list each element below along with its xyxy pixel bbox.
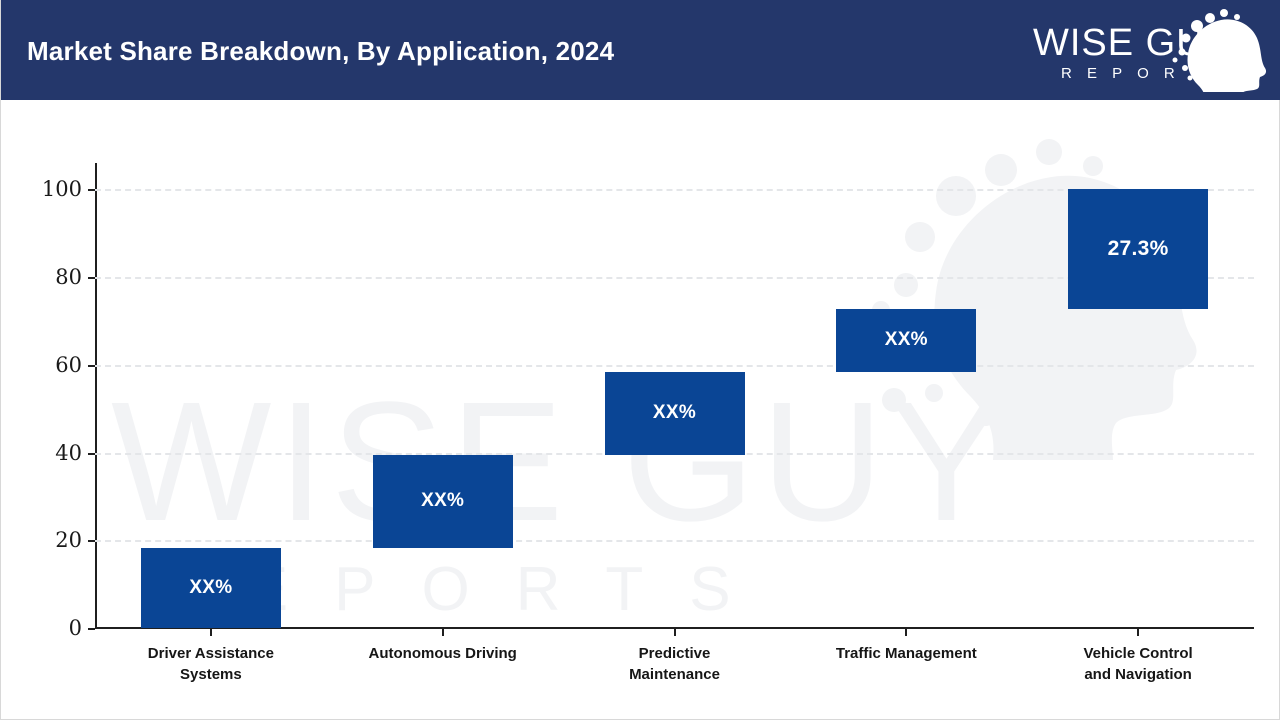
x-tick-mark (441, 628, 444, 636)
bar-value-label: XX% (652, 402, 697, 424)
x-tick-mark (673, 628, 676, 636)
gridline (95, 277, 1254, 280)
bar-value-label: XX% (189, 577, 233, 599)
bar-value-label: 27.3% (1107, 237, 1169, 261)
x-tick-mark (209, 628, 212, 636)
page-header: Market Share Breakdown, By Application, … (1, 0, 1280, 100)
y-tick-label: 40 (55, 440, 82, 465)
y-tick-mark (88, 364, 95, 367)
bar-1[interactable]: XX% (140, 548, 281, 628)
x-tick-mark (1137, 628, 1140, 636)
x-axis-label-1: Driver Assistance Systems (147, 645, 274, 683)
bar-value-label: XX% (884, 329, 928, 351)
y-tick-mark (88, 628, 95, 630)
bar-3[interactable]: XX% (604, 371, 745, 455)
y-axis-line (95, 163, 97, 629)
bar-2[interactable]: XX% (372, 454, 513, 549)
gridline (95, 540, 1254, 543)
x-axis-label-3: Predictive Maintenance (629, 645, 720, 683)
bar-value-label: XX% (421, 490, 465, 512)
bar-5[interactable]: 27.3% (1068, 189, 1209, 310)
y-tick-mark (88, 189, 95, 192)
plot-area: 0 20 40 60 80 100 XX% XX% XX% XX% 27.3% Driver As… (42, 163, 1254, 683)
y-tick-label: 0 (68, 616, 82, 640)
wise-guy-reports-logo: WISE GUY R E P O R T S (1033, 9, 1267, 92)
y-tick-label: 100 (41, 177, 82, 202)
y-tick-mark (88, 452, 95, 455)
logo-head-icon (1172, 9, 1267, 92)
y-tick-label: 80 (55, 265, 82, 290)
page-title: Market Share Breakdown, By Application, … (27, 36, 615, 66)
bar-4[interactable]: XX% (836, 309, 977, 372)
x-tick-mark (905, 628, 908, 636)
y-tick-mark (88, 277, 95, 280)
x-axis-label-5: Vehicle Control and Navigation (1083, 645, 1193, 683)
gridline (95, 189, 1254, 192)
y-tick-mark (88, 540, 95, 543)
y-tick-label: 20 (55, 528, 82, 553)
x-axis-label-4: Traffic Management (835, 645, 977, 662)
x-axis-label-2: Autonomous Driving (368, 645, 517, 662)
gridline (95, 364, 1254, 367)
y-tick-label: 60 (55, 352, 82, 377)
